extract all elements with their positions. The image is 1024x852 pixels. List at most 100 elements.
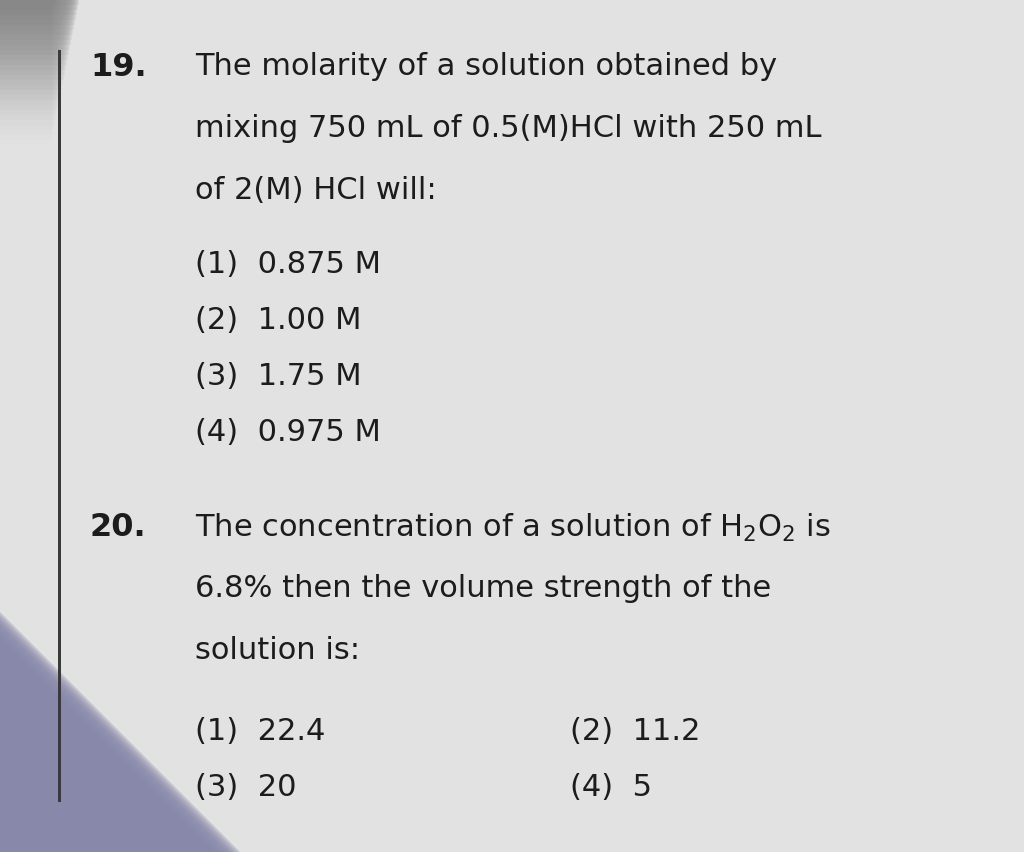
Polygon shape	[0, 735, 117, 852]
Polygon shape	[0, 723, 129, 852]
Polygon shape	[0, 750, 102, 852]
Polygon shape	[0, 621, 231, 852]
Polygon shape	[0, 693, 159, 852]
Polygon shape	[0, 777, 75, 852]
Polygon shape	[0, 678, 174, 852]
Polygon shape	[0, 744, 108, 852]
Bar	[0, 0, 63, 80]
Polygon shape	[0, 780, 72, 852]
Polygon shape	[0, 660, 193, 852]
Polygon shape	[0, 762, 90, 852]
Text: mixing 750 mL of 0.5(M)HCl with 250 mL: mixing 750 mL of 0.5(M)HCl with 250 mL	[195, 114, 821, 143]
Polygon shape	[0, 684, 168, 852]
Polygon shape	[0, 732, 120, 852]
Polygon shape	[0, 630, 222, 852]
Polygon shape	[0, 729, 123, 852]
Bar	[0, 0, 56, 120]
Polygon shape	[0, 657, 195, 852]
Polygon shape	[0, 639, 213, 852]
Polygon shape	[0, 699, 153, 852]
Text: (3)  1.75 M: (3) 1.75 M	[195, 362, 361, 391]
Polygon shape	[0, 711, 141, 852]
Polygon shape	[0, 624, 228, 852]
Text: The concentration of a solution of $\mathregular{H_2O_2}$ is: The concentration of a solution of $\mat…	[195, 512, 830, 544]
Polygon shape	[0, 690, 162, 852]
Bar	[0, 0, 69, 55]
Polygon shape	[0, 816, 36, 852]
Bar	[0, 0, 61, 95]
Text: of 2(M) HCl will:: of 2(M) HCl will:	[195, 176, 436, 205]
Bar	[58, 50, 61, 802]
Polygon shape	[0, 648, 204, 852]
Polygon shape	[0, 807, 45, 852]
Bar	[0, 0, 51, 145]
Polygon shape	[0, 798, 54, 852]
Text: solution is:: solution is:	[195, 636, 360, 665]
Polygon shape	[0, 705, 147, 852]
Polygon shape	[0, 672, 180, 852]
Bar	[0, 0, 71, 45]
Bar	[0, 0, 59, 105]
Polygon shape	[0, 795, 57, 852]
Bar	[0, 0, 72, 40]
Polygon shape	[0, 726, 126, 852]
Text: 6.8% then the volume strength of the: 6.8% then the volume strength of the	[195, 574, 771, 603]
Polygon shape	[0, 756, 96, 852]
Polygon shape	[0, 696, 156, 852]
Polygon shape	[0, 771, 81, 852]
Polygon shape	[0, 747, 105, 852]
Bar	[0, 0, 63, 85]
Text: (4)  5: (4) 5	[570, 773, 652, 802]
Bar	[0, 0, 79, 5]
Text: 20.: 20.	[90, 512, 146, 543]
Bar	[0, 0, 70, 50]
Polygon shape	[0, 714, 138, 852]
Text: (4)  0.975 M: (4) 0.975 M	[195, 418, 381, 447]
Bar	[0, 0, 67, 65]
Bar	[0, 0, 53, 135]
Polygon shape	[0, 663, 189, 852]
Bar	[0, 0, 74, 30]
Polygon shape	[0, 786, 66, 852]
Polygon shape	[0, 633, 219, 852]
Bar	[0, 0, 58, 110]
Text: (2)  1.00 M: (2) 1.00 M	[195, 307, 361, 336]
Polygon shape	[0, 651, 201, 852]
Bar	[0, 0, 57, 115]
Bar	[0, 0, 75, 25]
Polygon shape	[0, 708, 144, 852]
Polygon shape	[0, 645, 207, 852]
Polygon shape	[0, 765, 87, 852]
Polygon shape	[0, 768, 84, 852]
Polygon shape	[0, 801, 51, 852]
Polygon shape	[0, 627, 225, 852]
Bar	[0, 0, 68, 60]
Text: 19.: 19.	[90, 52, 146, 83]
Polygon shape	[0, 666, 186, 852]
Bar	[0, 0, 78, 10]
Polygon shape	[0, 642, 210, 852]
Bar	[0, 0, 52, 140]
Polygon shape	[0, 618, 234, 852]
Polygon shape	[0, 783, 69, 852]
Polygon shape	[0, 738, 114, 852]
Polygon shape	[0, 675, 177, 852]
Polygon shape	[0, 654, 198, 852]
Text: (3)  20: (3) 20	[195, 773, 297, 802]
Polygon shape	[0, 774, 78, 852]
Polygon shape	[0, 669, 183, 852]
Bar	[0, 0, 65, 75]
Bar	[0, 0, 77, 15]
Polygon shape	[0, 753, 99, 852]
Polygon shape	[0, 702, 150, 852]
Bar	[0, 0, 54, 130]
Text: (2)  11.2: (2) 11.2	[570, 717, 700, 746]
Polygon shape	[0, 720, 132, 852]
Polygon shape	[0, 615, 237, 852]
Polygon shape	[0, 612, 240, 852]
Text: The molarity of a solution obtained by: The molarity of a solution obtained by	[195, 52, 777, 81]
Polygon shape	[0, 759, 93, 852]
Polygon shape	[0, 717, 135, 852]
Bar	[0, 0, 62, 90]
Text: (1)  22.4: (1) 22.4	[195, 717, 326, 746]
